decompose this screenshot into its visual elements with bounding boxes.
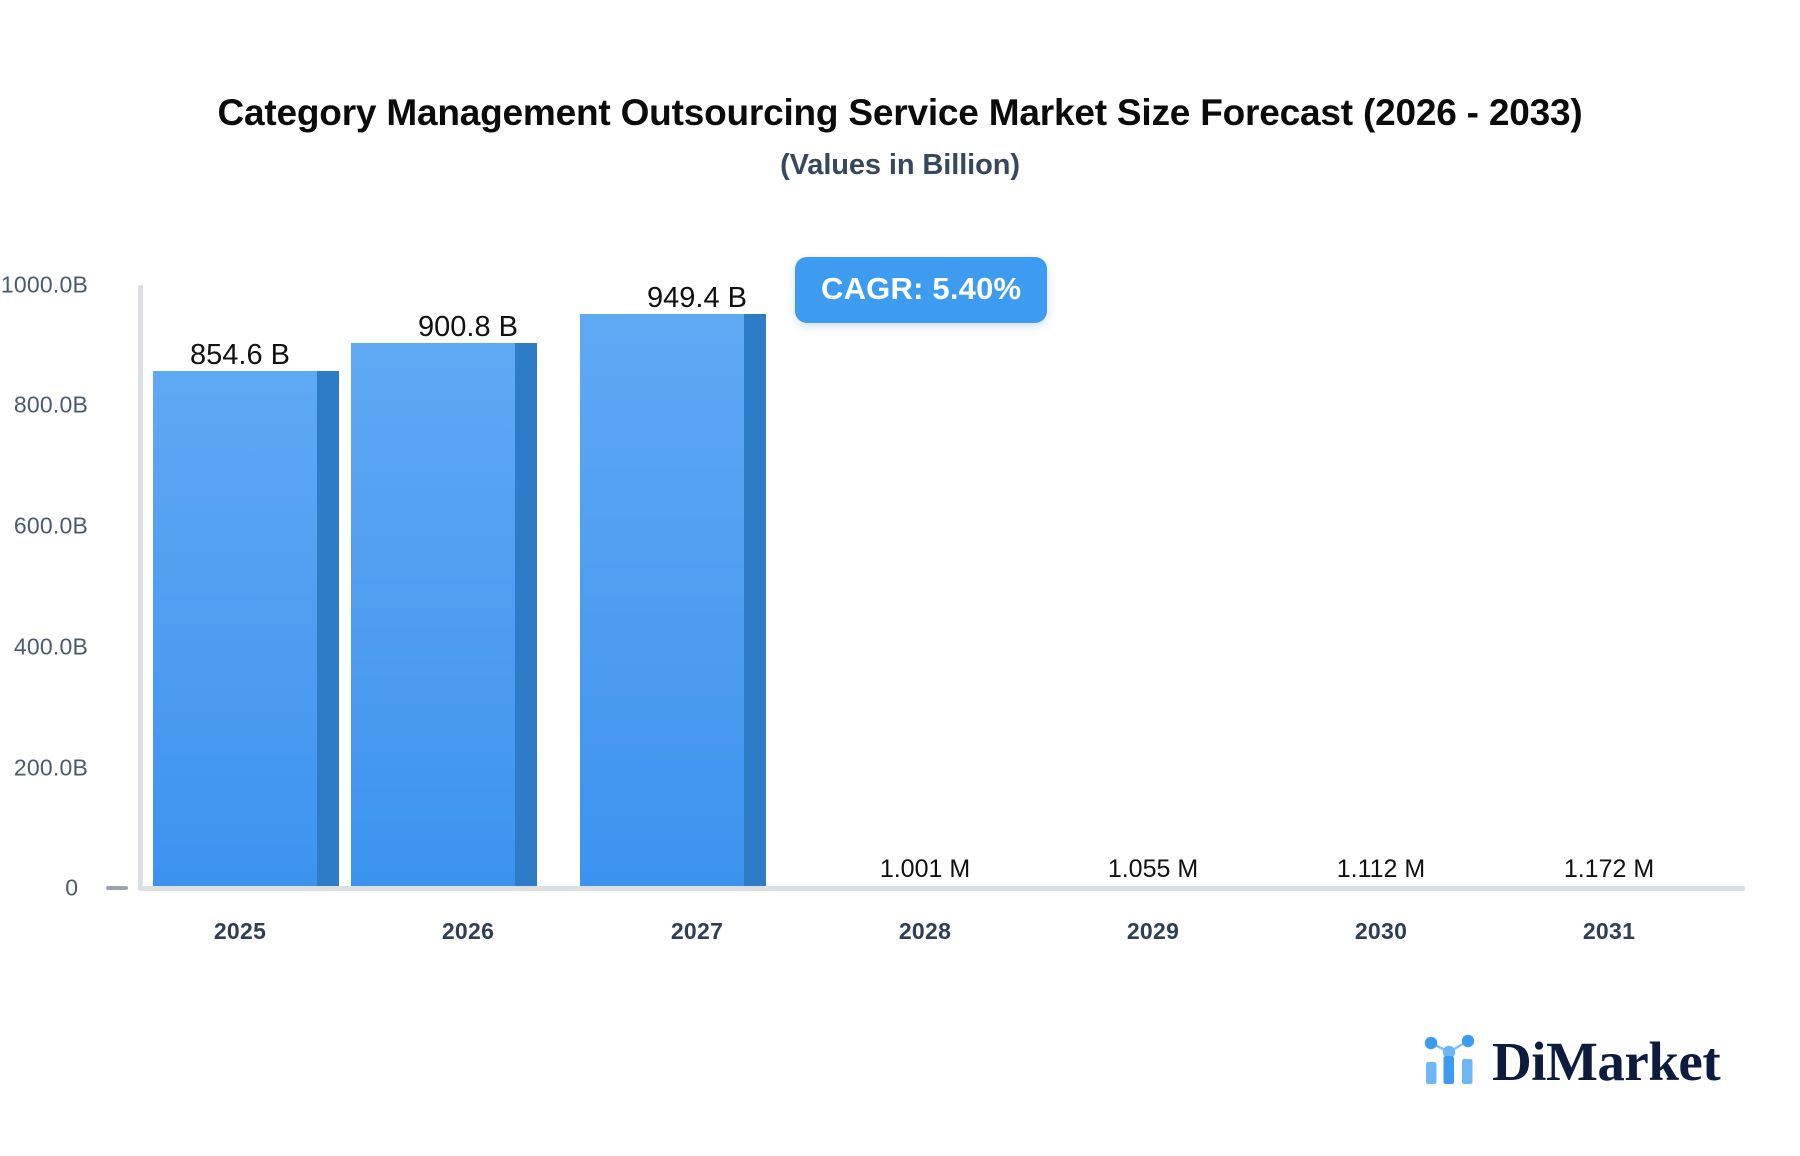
y-tick-label-1000: 1000.0B (0, 271, 88, 298)
x-tick-label-2031: 2031 (1582, 918, 1636, 944)
y-tick-label-800: 800.0B (13, 391, 88, 418)
chart-subtitle: (Values in Billion) (780, 148, 1020, 181)
chart-header: Category Management Outsourcing Service … (0, 92, 1800, 182)
bar-2026[interactable] (351, 343, 537, 886)
bar-value-label-2027: 949.4 B (647, 282, 747, 314)
brand-name: DiMarket (1492, 1031, 1721, 1092)
bar-value-label-2025: 854.6 B (190, 339, 290, 371)
y-tick-label-200: 200.0B (13, 754, 88, 781)
x-tick-label-2025: 2025 (213, 918, 267, 944)
bar-top-face-2026 (515, 343, 537, 357)
chart-title: Category Management Outsourcing Service … (217, 92, 1583, 133)
bar-value-label-2029: 1.055 M (1107, 855, 1199, 883)
bar-side-face-2027 (744, 328, 766, 886)
bar-front-face-2025 (153, 371, 317, 886)
bar-value-label-2030: 1.112 M (1336, 855, 1426, 883)
y-axis-line (138, 285, 143, 888)
bar-value-label-2028: 1.001 M (879, 855, 971, 883)
bar-2027[interactable] (580, 314, 766, 886)
x-tick-label-2026: 2026 (441, 918, 495, 944)
bar-front-face-2027 (580, 314, 744, 886)
cagr-badge: CAGR: 5.40% (795, 257, 1048, 323)
bar-value-label-2026: 900.8 B (418, 311, 518, 343)
bar-top-face-2027 (744, 314, 766, 328)
bar-front-face-2026 (351, 343, 515, 886)
y-tick-mark-0 (106, 886, 128, 890)
y-tick-label-0: 0 (65, 874, 78, 901)
y-tick-label-600: 600.0B (13, 512, 88, 539)
y-tick-label-400: 400.0B (13, 633, 88, 660)
bar-top-face-2025 (317, 371, 339, 385)
x-tick-label-2027: 2027 (670, 918, 724, 944)
x-tick-label-2030: 2030 (1354, 918, 1408, 944)
x-axis-line (138, 886, 1745, 891)
x-tick-label-2028: 2028 (898, 918, 952, 944)
bar-2025[interactable] (153, 371, 339, 886)
bar-side-face-2025 (317, 385, 339, 886)
plot-area (138, 285, 1745, 891)
bar-chart-icon (1422, 1032, 1478, 1091)
brand-logo: DiMarket (1422, 1031, 1721, 1092)
x-tick-label-2029: 2029 (1126, 918, 1180, 944)
bar-side-face-2026 (515, 357, 537, 886)
bar-value-label-2031: 1.172 M (1563, 855, 1655, 883)
